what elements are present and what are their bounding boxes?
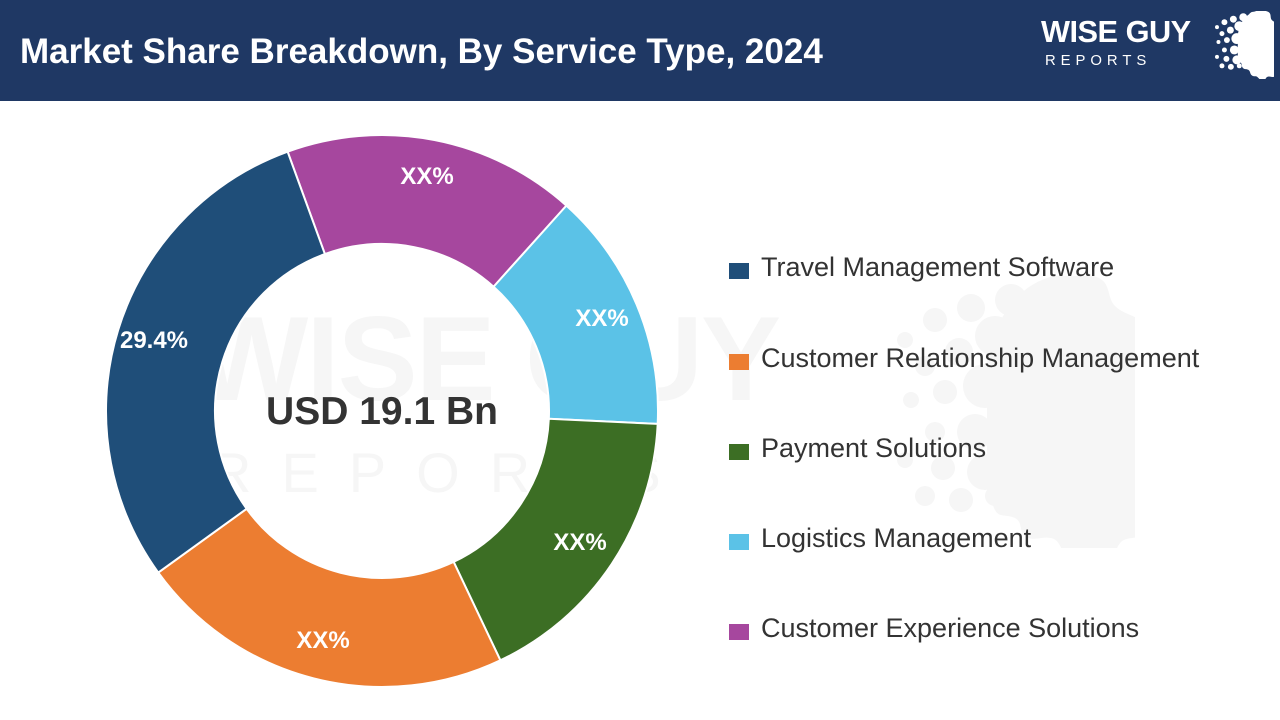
svg-text:XX%: XX%	[400, 163, 453, 190]
svg-text:XX%: XX%	[296, 627, 349, 654]
svg-text:XX%: XX%	[575, 305, 628, 332]
svg-text:XX%: XX%	[553, 529, 606, 556]
svg-text:WISE GUY: WISE GUY	[1041, 14, 1191, 49]
svg-text:REPORTS: REPORTS	[1045, 53, 1151, 69]
svg-text:29.4%: 29.4%	[120, 327, 188, 354]
